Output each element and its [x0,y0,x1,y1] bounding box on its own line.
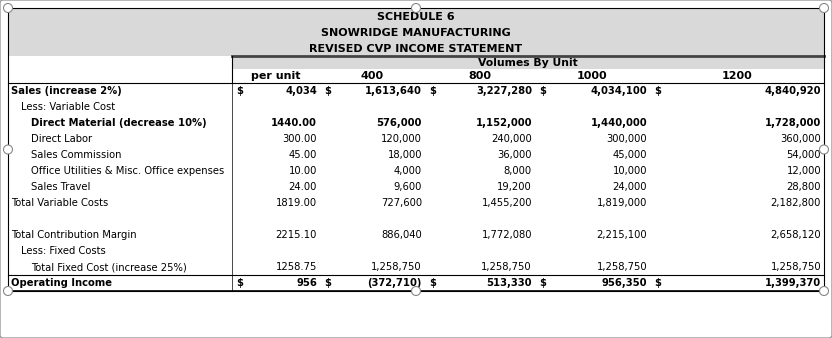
Text: 54,000: 54,000 [786,150,821,160]
Text: SCHEDULE 6: SCHEDULE 6 [377,12,455,22]
Text: $: $ [539,278,546,288]
Bar [8,211,824,227]
Text: 1,258,750: 1,258,750 [597,262,647,272]
Bar [8,227,824,243]
Text: $: $ [236,278,243,288]
Text: 800: 800 [468,71,492,81]
Text: 28,800: 28,800 [786,182,821,192]
Text: 8,000: 8,000 [504,166,532,176]
Text: Operating Income: Operating Income [11,278,112,288]
Circle shape [820,145,829,154]
Text: 4,034,100: 4,034,100 [591,86,647,96]
Text: $: $ [539,86,546,96]
Text: 24,000: 24,000 [612,182,647,192]
Text: $: $ [324,86,331,96]
Text: 1,152,000: 1,152,000 [476,118,532,128]
Bar [8,195,824,211]
Text: Total Variable Costs: Total Variable Costs [11,198,108,208]
Text: 24.00: 24.00 [289,182,317,192]
Text: 2,182,800: 2,182,800 [770,198,821,208]
Circle shape [820,3,829,13]
Text: 45,000: 45,000 [612,150,647,160]
Bar [8,115,824,131]
Text: $: $ [654,86,661,96]
Text: 2,215,100: 2,215,100 [597,230,647,240]
Text: 727,600: 727,600 [381,198,422,208]
Text: (372,710): (372,710) [368,278,422,288]
Text: 1000: 1000 [577,71,608,81]
Text: 120,000: 120,000 [381,134,422,144]
Text: 1,258,750: 1,258,750 [371,262,422,272]
Text: 360,000: 360,000 [780,134,821,144]
Text: Office Utilities & Misc. Office expenses: Office Utilities & Misc. Office expenses [31,166,225,176]
Text: 18,000: 18,000 [388,150,422,160]
Text: 1,399,370: 1,399,370 [765,278,821,288]
Text: Direct Labor: Direct Labor [31,134,92,144]
Text: 1,258,750: 1,258,750 [482,262,532,272]
Bar [8,179,824,195]
Text: Sales Commission: Sales Commission [31,150,121,160]
Text: 4,840,920: 4,840,920 [765,86,821,96]
Text: $: $ [236,86,243,96]
Text: 3,227,280: 3,227,280 [476,86,532,96]
Text: 300,000: 300,000 [607,134,647,144]
Text: 886,040: 886,040 [381,230,422,240]
Text: 240,000: 240,000 [491,134,532,144]
Text: 12,000: 12,000 [786,166,821,176]
Text: 1258.75: 1258.75 [275,262,317,272]
Circle shape [3,3,12,13]
Bar [232,56,824,69]
Text: 1,440,000: 1,440,000 [591,118,647,128]
Text: 1440.00: 1440.00 [271,118,317,128]
Text: 956,350: 956,350 [602,278,647,288]
Text: 400: 400 [361,71,384,81]
Bar [8,99,824,115]
Text: 36,000: 36,000 [498,150,532,160]
Text: 2215.10: 2215.10 [275,230,317,240]
Circle shape [412,3,420,13]
Bar [8,8,824,56]
Text: 45.00: 45.00 [289,150,317,160]
Text: 1,455,200: 1,455,200 [482,198,532,208]
Text: Sales (increase 2%): Sales (increase 2%) [11,86,121,96]
Text: Less: Variable Cost: Less: Variable Cost [21,102,115,112]
Text: $: $ [429,86,436,96]
Text: Volumes By Unit: Volumes By Unit [478,57,578,68]
Bar [8,131,824,147]
Circle shape [412,287,420,295]
Text: 956: 956 [296,278,317,288]
Text: $: $ [429,278,436,288]
Circle shape [3,287,12,295]
Text: 576,000: 576,000 [377,118,422,128]
Text: 1,258,750: 1,258,750 [770,262,821,272]
Text: 513,330: 513,330 [487,278,532,288]
Text: per unit: per unit [251,71,300,81]
Bar [8,83,824,99]
Bar [8,69,824,83]
Bar [8,56,232,69]
Text: 1819.00: 1819.00 [276,198,317,208]
Text: Sales Travel: Sales Travel [31,182,91,192]
Bar [8,147,824,163]
Text: 4,034: 4,034 [285,86,317,96]
Circle shape [820,287,829,295]
Text: REVISED CVP INCOME STATEMENT: REVISED CVP INCOME STATEMENT [310,44,522,54]
Text: 9,600: 9,600 [394,182,422,192]
Text: 300.00: 300.00 [283,134,317,144]
Text: 10.00: 10.00 [289,166,317,176]
Text: Less: Fixed Costs: Less: Fixed Costs [21,246,106,256]
Circle shape [3,145,12,154]
Text: Total Contribution Margin: Total Contribution Margin [11,230,136,240]
Text: 10,000: 10,000 [612,166,647,176]
Text: $: $ [324,278,331,288]
Text: 1,819,000: 1,819,000 [597,198,647,208]
Text: 1200: 1200 [721,71,752,81]
Text: Total Fixed Cost (increase 25%): Total Fixed Cost (increase 25%) [31,262,186,272]
Text: 19,200: 19,200 [498,182,532,192]
Bar [8,163,824,179]
Bar [8,259,824,275]
Text: SNOWRIDGE MANUFACTURING: SNOWRIDGE MANUFACTURING [321,28,511,38]
Text: 2,658,120: 2,658,120 [770,230,821,240]
Bar [8,243,824,259]
